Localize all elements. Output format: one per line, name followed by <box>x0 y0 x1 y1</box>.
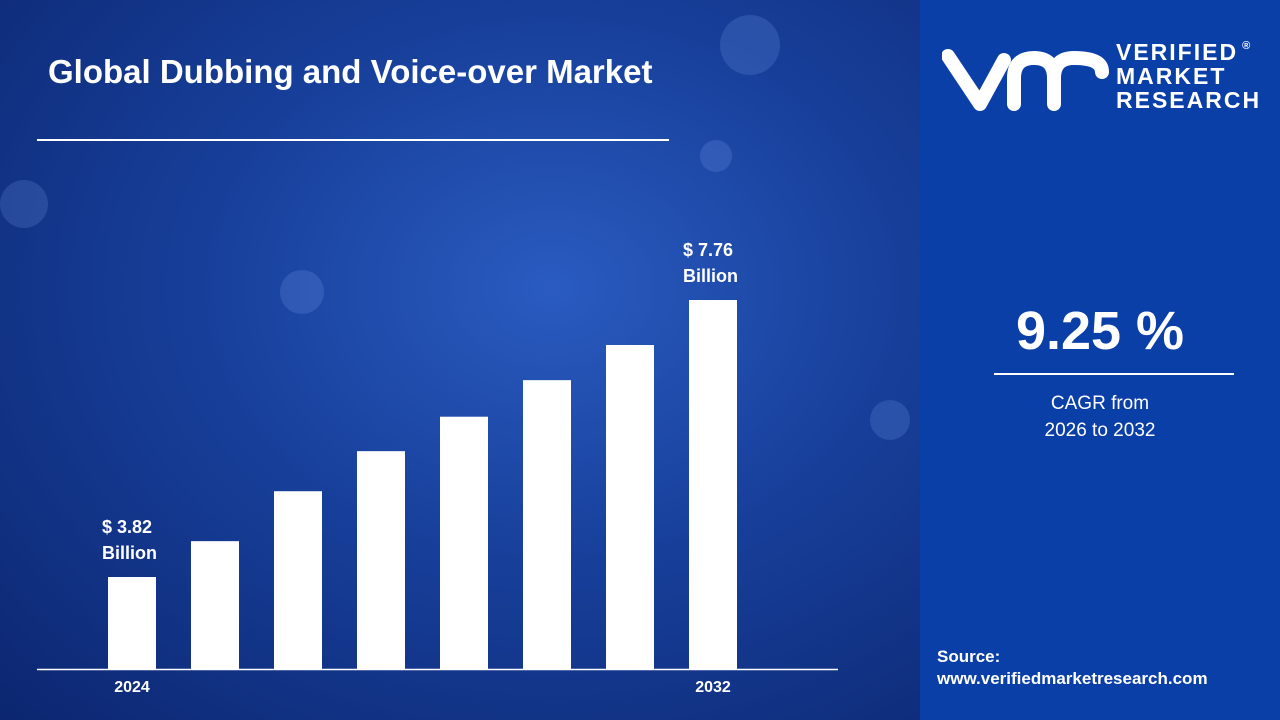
bar-2024 <box>108 577 156 669</box>
source: Source: www.verifiedmarketresearch.com <box>937 646 1208 690</box>
x-tick-label: 2032 <box>695 679 731 696</box>
decor-node <box>700 140 732 172</box>
logo-line: VERIFIED <box>1116 39 1239 65</box>
cagr-label-line: 2026 to 2032 <box>1044 420 1156 441</box>
decor-node <box>0 180 48 228</box>
logo-line-wrap: VERIFIED ® <box>1116 40 1261 64</box>
data-label-value: $ 3.82 <box>102 517 152 537</box>
cagr-label: CAGR from 2026 to 2032 <box>920 390 1280 444</box>
data-label-unit: Billion <box>683 266 738 286</box>
vmr-logo-mark <box>942 49 1109 111</box>
bar-chart: 2024 2032 $ 3.82 Billion $ 7.76 Billion <box>0 0 920 720</box>
chart-title: Global Dubbing and Voice-over Market <box>48 53 653 90</box>
cagr-label-line: CAGR from <box>1050 393 1150 414</box>
bar-2026 <box>274 491 322 669</box>
info-panel: VERIFIED ® MARKET RESEARCH 9.25 % CAGR fr… <box>920 0 1280 720</box>
logo-line: MARKET <box>1116 63 1227 89</box>
x-tick-label: 2024 <box>114 679 150 696</box>
data-label-value: $ 7.76 <box>683 240 733 260</box>
bar-2027 <box>357 451 405 669</box>
cagr-value: 9.25 % <box>1015 301 1185 361</box>
bar-2028 <box>440 416 488 669</box>
decor-node <box>280 270 324 314</box>
decor-node <box>720 15 780 75</box>
bar-2030 <box>606 344 654 669</box>
bar-2029 <box>523 380 571 669</box>
chart-panel: Global Dubbing and Voice-over Market 202… <box>0 0 920 720</box>
title-divider <box>37 139 669 141</box>
data-label-unit: Billion <box>102 543 157 563</box>
source-label: Source: <box>937 647 1001 666</box>
cagr-divider <box>994 373 1234 375</box>
registered-mark: ® <box>1242 40 1251 52</box>
bar-2025 <box>191 541 239 669</box>
bar-2031 <box>689 300 737 669</box>
logo-line: RESEARCH <box>1116 87 1262 113</box>
vmr-logo-text: VERIFIED ® MARKET RESEARCH <box>1116 40 1261 112</box>
source-url[interactable]: www.verifiedmarketresearch.com <box>937 669 1208 688</box>
decor-node <box>870 400 910 440</box>
